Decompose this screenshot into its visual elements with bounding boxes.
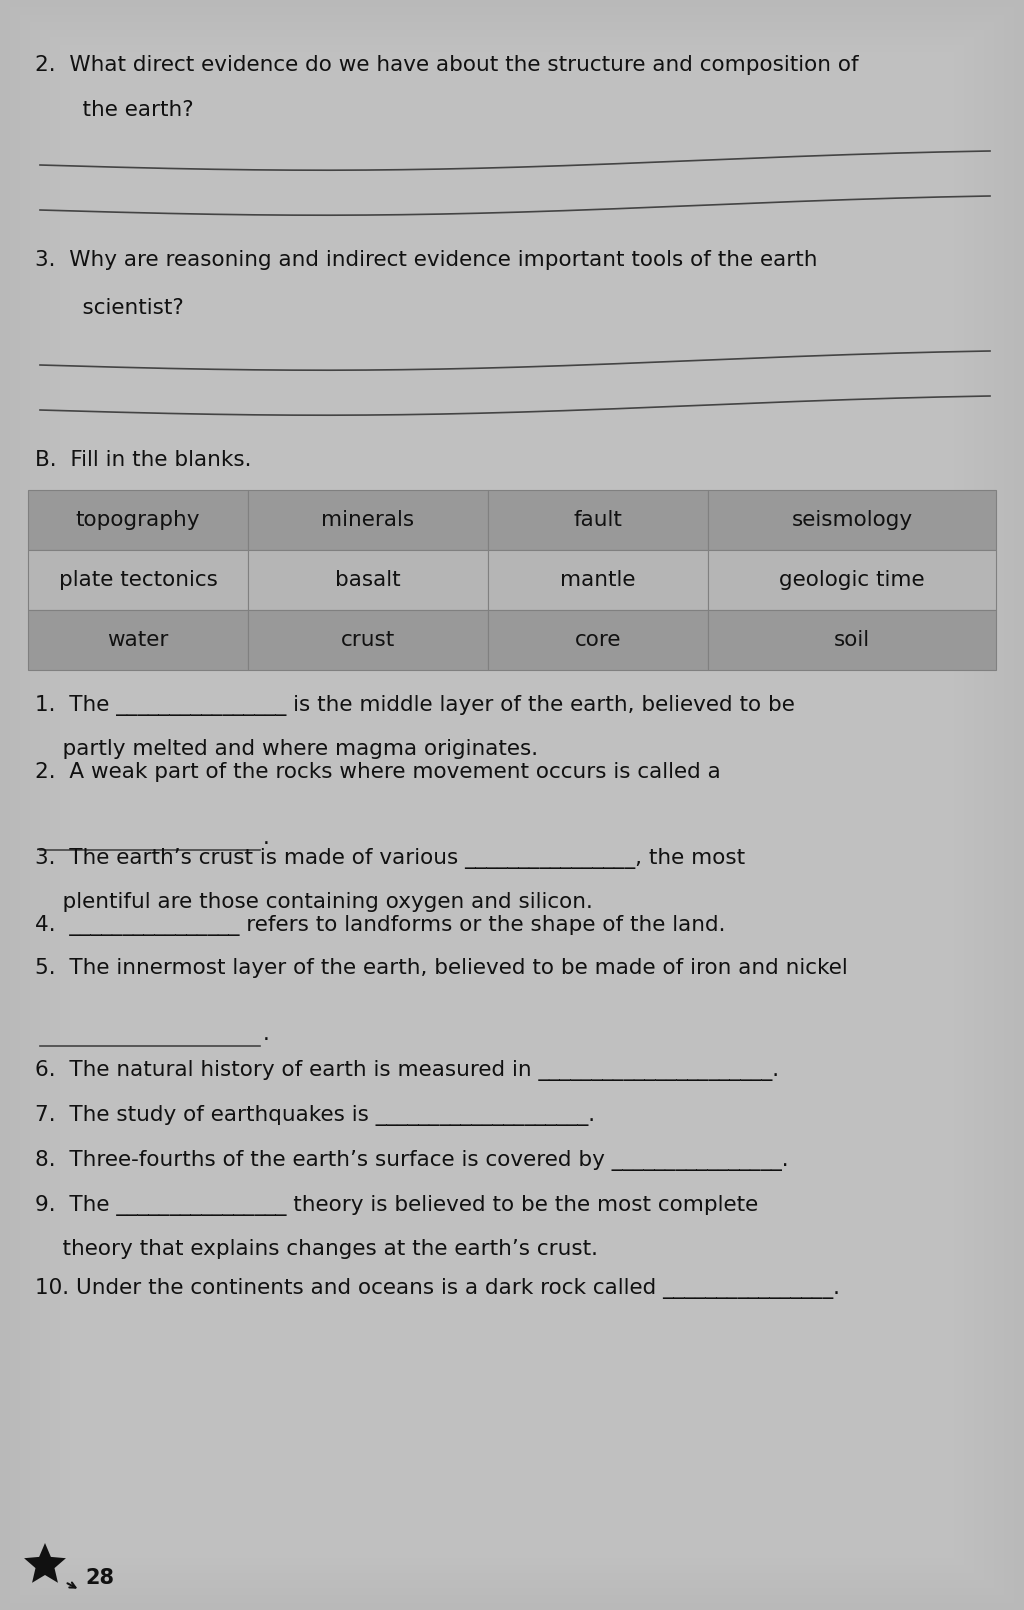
Text: minerals: minerals xyxy=(322,510,415,530)
Text: 1.  The ________________ is the middle layer of the earth, believed to be: 1. The ________________ is the middle la… xyxy=(35,696,795,716)
Text: topography: topography xyxy=(76,510,201,530)
Text: 3.  The earth’s crust is made of various ________________, the most: 3. The earth’s crust is made of various … xyxy=(35,848,745,869)
Text: 3.  Why are reasoning and indirect evidence important tools of the earth: 3. Why are reasoning and indirect eviden… xyxy=(35,250,817,270)
Text: basalt: basalt xyxy=(335,570,400,589)
Text: 28: 28 xyxy=(85,1568,114,1587)
Text: plentiful are those containing oxygen and silicon.: plentiful are those containing oxygen an… xyxy=(35,892,593,911)
Text: water: water xyxy=(108,630,169,650)
Bar xyxy=(708,610,996,670)
Text: 2.  A weak part of the rocks where movement occurs is called a: 2. A weak part of the rocks where moveme… xyxy=(35,762,721,782)
Bar xyxy=(80,60,944,1550)
Bar xyxy=(160,121,864,1489)
Bar xyxy=(110,82,914,1528)
Bar xyxy=(150,113,874,1497)
Bar xyxy=(248,489,488,551)
Text: 5.  The innermost layer of the earth, believed to be made of iron and nickel: 5. The innermost layer of the earth, bel… xyxy=(35,958,848,977)
Bar xyxy=(488,610,708,670)
Bar xyxy=(708,551,996,610)
Text: partly melted and where magma originates.: partly melted and where magma originates… xyxy=(35,739,539,758)
Bar xyxy=(708,489,996,551)
Bar xyxy=(248,610,488,670)
Bar xyxy=(100,76,924,1534)
Text: the earth?: the earth? xyxy=(55,100,194,121)
Text: 2.  What direct evidence do we have about the structure and composition of: 2. What direct evidence do we have about… xyxy=(35,55,859,76)
Text: 10. Under the continents and oceans is a dark rock called ________________.: 10. Under the continents and oceans is a… xyxy=(35,1278,840,1299)
Bar xyxy=(120,90,904,1520)
Text: scientist?: scientist? xyxy=(55,298,183,319)
Text: 7.  The study of earthquakes is ____________________.: 7. The study of earthquakes is _________… xyxy=(35,1104,595,1125)
Text: geologic time: geologic time xyxy=(779,570,925,589)
Bar xyxy=(190,143,834,1467)
Text: 6.  The natural history of earth is measured in ______________________.: 6. The natural history of earth is measu… xyxy=(35,1059,779,1080)
Text: seismology: seismology xyxy=(792,510,912,530)
Text: .: . xyxy=(263,828,270,848)
Text: fault: fault xyxy=(573,510,623,530)
Text: mantle: mantle xyxy=(560,570,636,589)
Text: 4.  ________________ refers to landforms or the shape of the land.: 4. ________________ refers to landforms … xyxy=(35,914,725,935)
Text: .: . xyxy=(263,1024,270,1043)
Text: soil: soil xyxy=(834,630,870,650)
Bar xyxy=(28,610,248,670)
Text: 8.  Three-fourths of the earth’s surface is covered by ________________.: 8. Three-fourths of the earth’s surface … xyxy=(35,1150,788,1170)
Bar xyxy=(488,489,708,551)
Bar xyxy=(180,135,844,1475)
Text: B.  Fill in the blanks.: B. Fill in the blanks. xyxy=(35,451,252,470)
Bar xyxy=(28,551,248,610)
Bar xyxy=(28,489,248,551)
Bar xyxy=(60,45,964,1565)
Text: crust: crust xyxy=(341,630,395,650)
Text: theory that explains changes at the earth’s crust.: theory that explains changes at the eart… xyxy=(35,1240,598,1259)
Bar xyxy=(170,127,854,1483)
Polygon shape xyxy=(25,1542,66,1583)
Bar xyxy=(140,105,884,1505)
Text: plate tectonics: plate tectonics xyxy=(58,570,217,589)
Bar xyxy=(90,68,934,1542)
Bar xyxy=(70,53,954,1557)
Bar xyxy=(488,551,708,610)
Bar xyxy=(130,98,894,1512)
Bar xyxy=(248,551,488,610)
Text: 9.  The ________________ theory is believed to be the most complete: 9. The ________________ theory is believ… xyxy=(35,1195,758,1216)
Text: core: core xyxy=(574,630,622,650)
